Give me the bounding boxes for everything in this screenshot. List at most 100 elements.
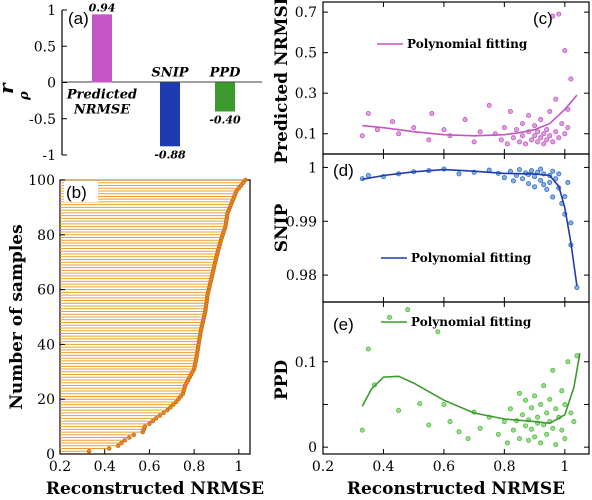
panel-b-sample-point	[106, 446, 112, 451]
panel-b-sample-point	[142, 424, 148, 429]
panel-b-ytick-label: 20	[37, 392, 55, 408]
panel-d-label: (d)	[333, 161, 354, 180]
panel-d-data-point	[516, 167, 522, 173]
panel-e-xtick-label: 1	[560, 459, 569, 475]
panel-c-data-point	[553, 96, 559, 102]
panel-e-data-point	[526, 437, 532, 443]
panel-e-data-point	[501, 419, 507, 425]
panel-c-legend-label: Polynomial fitting	[407, 37, 528, 51]
panel-d-data-point	[529, 168, 535, 174]
panel-b-ytick-label: 80	[37, 228, 55, 244]
panel-c-data-point	[462, 117, 468, 123]
panel-e-data-point	[477, 425, 483, 431]
panel-c-data-point	[374, 127, 380, 133]
panel-b-sample-point	[171, 402, 176, 407]
panel-d-fit-line	[362, 168, 578, 287]
panel-b-sample-point	[147, 421, 152, 427]
panel-e-data-point	[538, 440, 544, 446]
panel-e-data-point	[535, 414, 541, 420]
panel-b-xtick-label: 0.4	[94, 459, 116, 475]
panel-a-category-label: Predicted	[66, 88, 137, 103]
panel-c-data-point	[535, 129, 541, 135]
panel-a-category-label: NRMSE	[73, 103, 131, 118]
panel-d-snip: 0.98 0.99 1 (d) Polynomial fitting SNIP	[272, 153, 590, 303]
panel-a-ytick-label: -0.5	[29, 112, 56, 128]
panel-e-data-point	[510, 427, 516, 433]
panel-e-xtick-label: 0.6	[433, 459, 455, 475]
panel-c-data-point	[538, 135, 544, 141]
panel-e-data-point	[417, 401, 423, 407]
panel-d-data-point	[568, 220, 574, 226]
panel-d-ytick-label: 0.99	[286, 214, 317, 230]
panel-d-data-point	[510, 178, 516, 184]
panel-e-data-point	[520, 412, 526, 418]
panel-d-data-point	[538, 177, 544, 183]
panel-b-sample-point	[157, 413, 163, 418]
panel-c-data-point	[526, 112, 532, 118]
panel-c-data-point	[532, 133, 538, 139]
panel-a-category-label: SNIP	[151, 66, 189, 81]
panel-d-data-point	[456, 171, 462, 177]
panel-e-data-point	[359, 427, 365, 433]
panel-e-data-point	[504, 440, 510, 446]
panel-b-label-bg	[64, 182, 98, 202]
panel-c-data-point	[411, 125, 417, 131]
panel-a-label: (a)	[68, 9, 89, 28]
panel-c-data-point	[562, 131, 568, 137]
panel-c-data-point	[556, 135, 562, 141]
panel-b-ytick-label: 100	[28, 173, 55, 189]
panel-e-data-point	[386, 314, 392, 320]
panel-b-sample-point	[122, 438, 128, 443]
panel-e-data-point	[516, 436, 522, 442]
panel-c-data-point	[550, 13, 556, 19]
panel-d-data-point	[538, 166, 544, 172]
panel-b-xtick-label: 0.2	[49, 459, 71, 475]
panel-b-sample-point	[161, 410, 166, 416]
panel-c-data-point	[477, 129, 483, 135]
panel-e-data-point	[447, 419, 453, 425]
panel-c-data-point	[523, 141, 529, 147]
panel-d-data-point	[532, 174, 538, 180]
panel-c-data-point	[520, 121, 526, 127]
panel-e-data-point	[571, 419, 577, 425]
panel-c-data-point	[365, 110, 371, 116]
panel-a-bar	[92, 14, 112, 83]
panel-e-data-point	[547, 396, 553, 402]
panel-c-label: (c)	[533, 9, 553, 28]
panel-e-data-point	[529, 426, 535, 432]
panel-d-data-point	[550, 168, 556, 174]
panel-e-data-point	[435, 329, 441, 335]
panel-b-xtick-label: 0.6	[138, 459, 160, 475]
panel-a-bar	[215, 82, 235, 112]
panel-c-data-point	[562, 48, 568, 54]
panel-d-data-point	[574, 284, 580, 290]
panel-e-data-point	[516, 390, 522, 396]
panel-e-data-point	[559, 427, 565, 433]
panel-e-legend-label: Polynomial fitting	[411, 315, 532, 329]
panel-e-xtick-label: 0.2	[312, 459, 334, 475]
panel-e-data-point	[562, 401, 568, 407]
panel-e-data-point	[507, 406, 513, 412]
panel-c-data-point	[541, 131, 547, 137]
panel-b-sample-point	[86, 449, 92, 454]
panel-e-data-point	[532, 393, 538, 399]
panel-e-data-point	[365, 346, 371, 352]
panel-d-data-point	[553, 176, 559, 182]
panel-d-data-point	[544, 187, 550, 193]
panel-e-fit-line	[361, 353, 581, 425]
panel-a-bar-value-label: -0.88	[154, 148, 186, 161]
panel-a-ytick-label: 0	[47, 76, 56, 92]
panel-c-data-point	[529, 137, 535, 143]
panel-e-data-point	[396, 407, 402, 413]
panel-b-ytick-label: 0	[46, 447, 55, 463]
panel-c-data-point	[426, 137, 432, 143]
panel-e-xtick-label: 0.8	[493, 459, 515, 475]
panel-d-data-point	[562, 194, 568, 200]
panel-e-ytick-label: 0.1	[295, 355, 317, 371]
panel-c-data-point	[501, 125, 507, 131]
panel-a-ytick-label: 1	[47, 3, 56, 19]
panel-e-data-point	[568, 410, 574, 416]
panel-c-data-point	[516, 139, 522, 145]
panel-e-data-point	[559, 388, 565, 394]
panel-e-frame	[322, 301, 590, 455]
